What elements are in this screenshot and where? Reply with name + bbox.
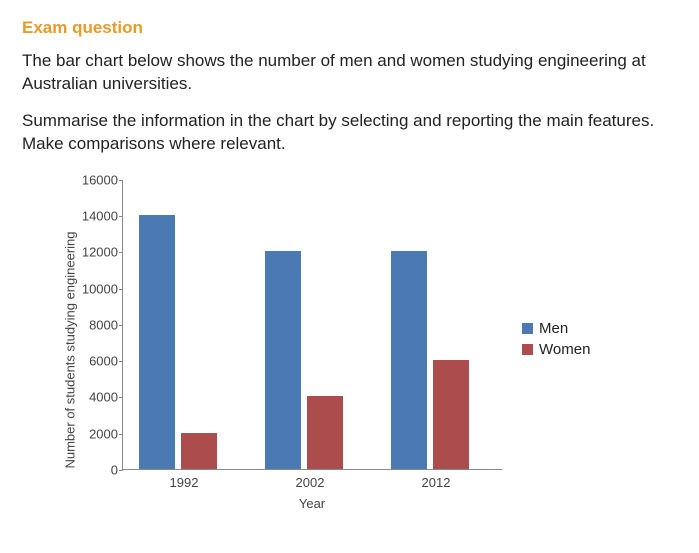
x-category-label: 2012 xyxy=(391,475,481,490)
legend-item: Men xyxy=(522,320,590,337)
y-tick-mark xyxy=(119,216,123,217)
legend-label: Women xyxy=(539,341,590,358)
y-tick-label: 10000 xyxy=(73,281,118,296)
question-paragraph-1: The bar chart below shows the number of … xyxy=(22,50,677,96)
y-tick-label: 0 xyxy=(73,462,118,477)
y-tick-label: 8000 xyxy=(73,317,118,332)
y-tick-mark xyxy=(119,361,123,362)
bar-women xyxy=(181,433,217,469)
y-tick-label: 4000 xyxy=(73,390,118,405)
y-tick-label: 12000 xyxy=(73,245,118,260)
y-tick-label: 14000 xyxy=(73,209,118,224)
exam-question-heading: Exam question xyxy=(22,18,677,38)
bar-chart: Number of students studying engineering … xyxy=(22,170,682,530)
bar-men xyxy=(391,251,427,469)
x-category-label: 2002 xyxy=(265,475,355,490)
plot-area: 0200040006000800010000120001400016000199… xyxy=(122,180,502,470)
bar-women xyxy=(307,396,343,469)
y-tick-label: 2000 xyxy=(73,426,118,441)
y-tick-mark xyxy=(119,470,123,471)
legend-item: Women xyxy=(522,341,590,358)
bar-men xyxy=(265,251,301,469)
y-tick-mark xyxy=(119,289,123,290)
y-tick-label: 6000 xyxy=(73,354,118,369)
y-tick-label: 16000 xyxy=(73,172,118,187)
y-tick-mark xyxy=(119,434,123,435)
legend-swatch xyxy=(522,344,533,355)
bar-men xyxy=(139,215,175,469)
question-paragraph-2: Summarise the information in the chart b… xyxy=(22,110,677,156)
y-tick-mark xyxy=(119,325,123,326)
legend-swatch xyxy=(522,323,533,334)
x-axis-label: Year xyxy=(122,496,502,511)
y-tick-mark xyxy=(119,180,123,181)
x-category-label: 1992 xyxy=(139,475,229,490)
legend-label: Men xyxy=(539,320,568,337)
bar-women xyxy=(433,360,469,469)
y-tick-mark xyxy=(119,397,123,398)
legend: Men Women xyxy=(522,320,590,362)
y-tick-mark xyxy=(119,252,123,253)
